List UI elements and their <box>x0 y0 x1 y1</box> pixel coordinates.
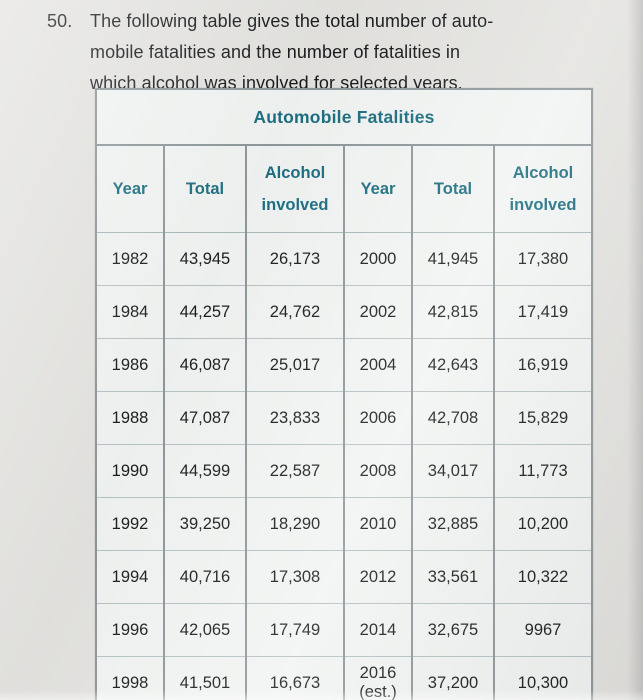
table-cell: 42,708 <box>411 391 494 445</box>
header-alcohol-1: Alcohol involved <box>245 145 344 233</box>
table-cell: 17,380 <box>493 232 592 286</box>
table-cell: 2006 <box>343 391 412 445</box>
problem-text-line: The following table gives the total numb… <box>90 11 494 31</box>
table-cell: 46,087 <box>163 338 246 392</box>
table-cell: 1990 <box>96 444 164 498</box>
table-cell: 10,300 <box>493 656 592 700</box>
table-cell: 44,599 <box>163 444 246 498</box>
table-cell: 42,815 <box>411 285 494 339</box>
table-cell: 2004 <box>343 338 412 392</box>
table-cell: 41,501 <box>163 656 246 700</box>
table-title-row: Automobile Fatalities <box>96 89 592 146</box>
table-cell: 47,087 <box>163 391 246 445</box>
table-cell: 2008 <box>343 444 412 498</box>
table-cell: 9967 <box>493 603 592 657</box>
table-cell: 33,561 <box>411 550 494 604</box>
table-cell: 32,675 <box>411 603 494 657</box>
table-cell: 25,017 <box>245 338 344 392</box>
table-cell: 1986 <box>96 338 164 392</box>
table-cell: 1996 <box>96 603 164 657</box>
table-cell: 10,322 <box>493 550 592 604</box>
problem-number: 50. <box>47 11 73 31</box>
page-edge-shadow <box>627 0 643 700</box>
table-cell: 2010 <box>343 497 412 551</box>
table-row: 1990 44,599 22,587 2008 34,017 11,773 <box>96 444 592 498</box>
table-title: Automobile Fatalities <box>96 89 592 146</box>
table-cell: 1992 <box>96 497 164 551</box>
table-cell: 22,587 <box>245 444 344 498</box>
table-cell: 15,829 <box>493 391 592 445</box>
table-header-row: Year Total Alcohol involved Year Total A… <box>96 145 592 233</box>
table-row: 1982 43,945 26,173 2000 41,945 17,380 <box>96 232 592 286</box>
problem-text: The following table gives the total numb… <box>90 6 607 99</box>
table-cell: 2000 <box>343 232 412 286</box>
table-row: 1988 47,087 23,833 2006 42,708 15,829 <box>96 391 592 445</box>
table-cell: 18,290 <box>245 497 344 551</box>
table-cell: 24,762 <box>245 285 344 339</box>
table-cell: 44,257 <box>163 285 246 339</box>
table-cell: 42,065 <box>163 603 246 657</box>
fatalities-table: Automobile Fatalities Year Total Alcohol… <box>95 88 593 700</box>
table-cell: 2012 <box>343 550 412 604</box>
header-year-1: Year <box>96 145 164 233</box>
table-cell: 32,885 <box>411 497 494 551</box>
table-cell: 42,643 <box>411 338 494 392</box>
problem-text-line: mobile fatalities and the number of fata… <box>90 42 461 62</box>
table-cell: 10,200 <box>493 497 592 551</box>
table-cell: 17,749 <box>245 603 344 657</box>
table-row: 1984 44,257 24,762 2002 42,815 17,419 <box>96 285 592 339</box>
table-cell: 40,716 <box>163 550 246 604</box>
table-cell: 17,308 <box>245 550 344 604</box>
table-cell: 1988 <box>96 391 164 445</box>
table-cell: 26,173 <box>245 232 344 286</box>
header-alcohol-2: Alcohol involved <box>493 145 592 233</box>
table-cell: 2014 <box>343 603 412 657</box>
header-total-2: Total <box>411 145 494 233</box>
header-total-1: Total <box>163 145 246 233</box>
table-cell: 1998 <box>96 656 164 700</box>
table-cell: 2016 (est.) <box>343 656 412 700</box>
table-cell: 16,919 <box>493 338 592 392</box>
table-row: 1992 39,250 18,290 2010 32,885 10,200 <box>96 497 592 551</box>
table-cell: 43,945 <box>163 232 246 286</box>
table-cell: 1994 <box>96 550 164 604</box>
table-row: 1998 41,501 16,673 2016 (est.) 37,200 10… <box>96 656 592 700</box>
table-cell: 17,419 <box>493 285 592 339</box>
table-cell: 16,673 <box>245 656 344 700</box>
table-cell: 41,945 <box>411 232 494 286</box>
table-row: 1986 46,087 25,017 2004 42,643 16,919 <box>96 338 592 392</box>
table-row: 1996 42,065 17,749 2014 32,675 9967 <box>96 603 592 657</box>
table-cell: 23,833 <box>245 391 344 445</box>
table-cell: 2002 <box>343 285 412 339</box>
table-cell: 37,200 <box>411 656 494 700</box>
table-cell: 34,017 <box>411 444 494 498</box>
table-cell: 11,773 <box>493 444 592 498</box>
table-cell: 39,250 <box>163 497 246 551</box>
table-cell: 1982 <box>111 249 149 268</box>
header-year-2: Year <box>343 145 412 233</box>
table-cell: 1984 <box>96 285 164 339</box>
problem-statement: 50. The following table gives the total … <box>47 6 607 99</box>
table-row: 1994 40,716 17,308 2012 33,561 10,322 <box>96 550 592 604</box>
